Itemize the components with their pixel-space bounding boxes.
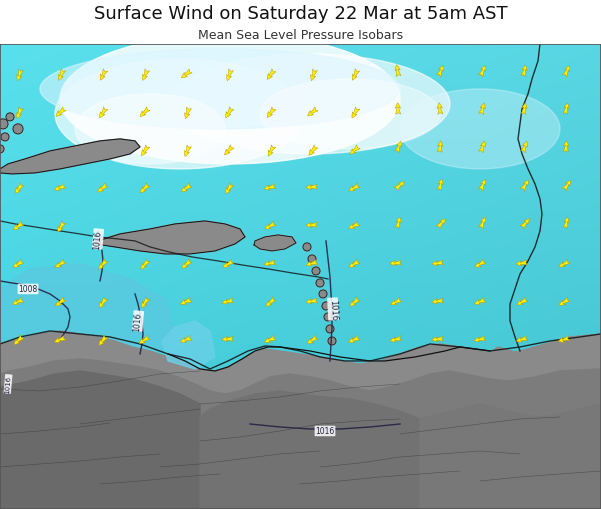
Ellipse shape (260, 80, 440, 150)
Circle shape (0, 120, 8, 130)
Circle shape (13, 125, 23, 135)
Polygon shape (0, 371, 200, 509)
Ellipse shape (55, 60, 305, 169)
Polygon shape (0, 264, 175, 364)
Circle shape (324, 314, 332, 321)
Circle shape (328, 337, 336, 345)
Text: 1016: 1016 (316, 427, 335, 436)
Text: 1016: 1016 (4, 375, 12, 393)
Text: 1016: 1016 (328, 299, 338, 320)
Polygon shape (420, 404, 601, 509)
Circle shape (312, 267, 320, 275)
Circle shape (6, 114, 14, 122)
Circle shape (308, 256, 316, 264)
Text: Surface Wind on Saturday 22 Mar at 5am AST: Surface Wind on Saturday 22 Mar at 5am A… (94, 6, 507, 23)
Polygon shape (254, 236, 296, 251)
Text: 1016: 1016 (133, 312, 143, 331)
Text: Mean Sea Level Pressure Isobars: Mean Sea Level Pressure Isobars (198, 30, 403, 42)
Polygon shape (488, 347, 515, 371)
Circle shape (319, 290, 327, 298)
Ellipse shape (170, 55, 450, 155)
Circle shape (316, 279, 324, 288)
Ellipse shape (40, 50, 400, 130)
Polygon shape (0, 359, 601, 509)
Polygon shape (200, 391, 420, 509)
Polygon shape (162, 321, 215, 369)
Polygon shape (0, 331, 601, 509)
Circle shape (303, 243, 311, 251)
Circle shape (326, 325, 334, 333)
Polygon shape (95, 221, 245, 254)
Circle shape (0, 146, 4, 154)
Ellipse shape (60, 35, 400, 164)
Ellipse shape (75, 95, 225, 164)
Text: 1008: 1008 (19, 285, 38, 294)
Polygon shape (0, 139, 140, 175)
Ellipse shape (400, 90, 560, 169)
Circle shape (322, 302, 330, 310)
Text: 1016: 1016 (93, 230, 103, 249)
Circle shape (1, 134, 9, 142)
